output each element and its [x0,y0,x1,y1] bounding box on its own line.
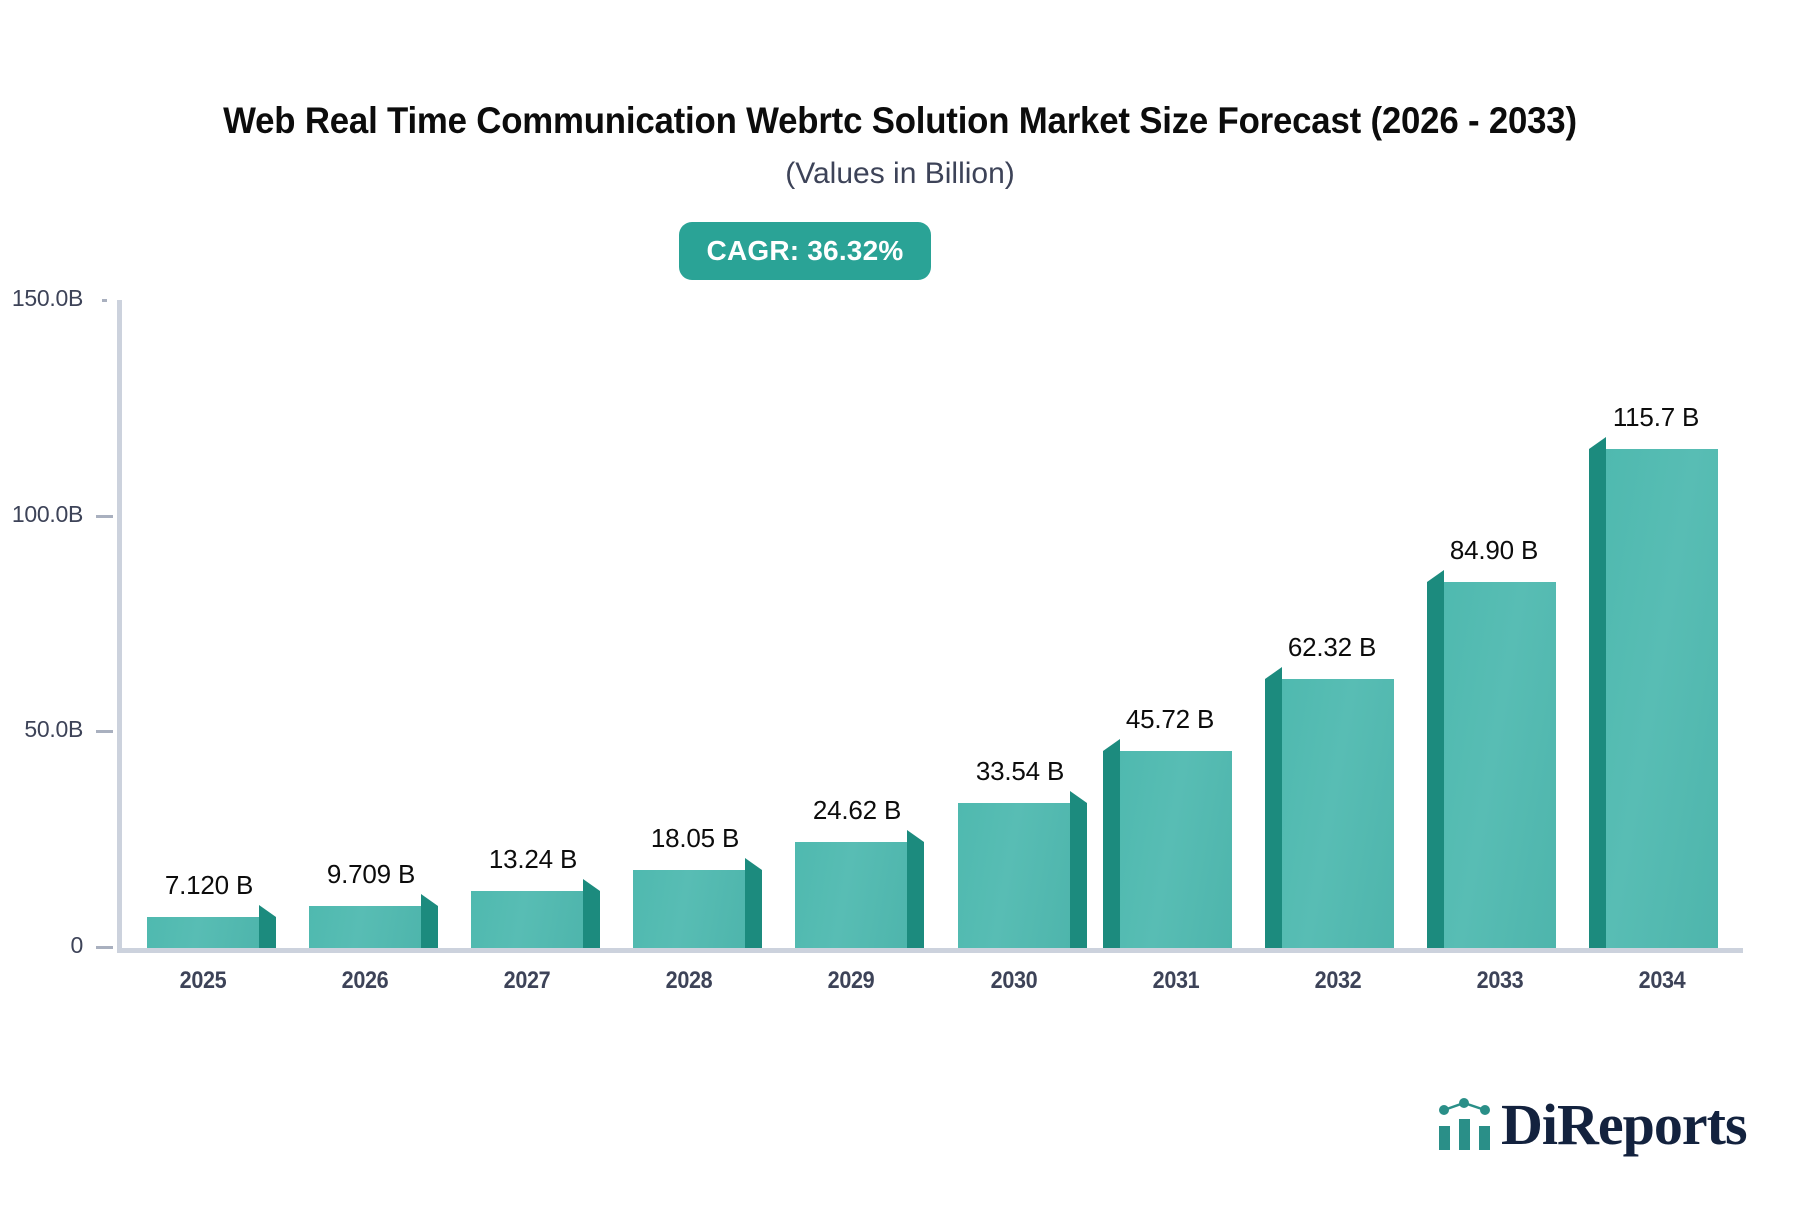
direports-logo: DiReports [1437,1092,1748,1157]
bar-value-label: 115.7 B [1612,402,1700,432]
bar-front-face [795,842,907,948]
y-axis-tick-label: 50.0B [24,716,83,743]
bar-front-face [1606,449,1718,948]
y-axis-tick-label: 150.0B [11,285,83,311]
bar-side-face [1589,437,1606,948]
x-axis-tick-label: 2026 [341,967,389,994]
x-axis-tick-label: 2028 [665,967,713,994]
bar [309,894,438,948]
x-axis-tick-label: 2027 [503,967,551,994]
x-axis-tick-label: 2032 [1314,967,1362,994]
bar-side-face [583,879,600,948]
bar-front-face [309,906,421,948]
bar-front-face [1282,679,1394,948]
bar-value-label: 9.709 B [326,859,416,889]
bar-front-face [1120,751,1232,948]
x-axis-tick-label: 2025 [179,967,227,994]
bar-value-label: 18.05 B [650,823,740,853]
y-axis-tick-mark [102,299,107,302]
bar-side-face [421,894,438,948]
y-axis-tick-mark [96,730,113,734]
bar-side-face [1265,667,1282,948]
x-axis-tick-label: 2031 [1152,967,1200,994]
y-axis-tick-label: 0 [70,932,84,958]
bar [1427,570,1556,948]
bar [147,905,276,948]
bar-value-label: 33.54 B [975,756,1065,786]
bar-chart-trend-icon [1439,1098,1490,1150]
bar-value-label: 84.90 B [1449,535,1539,565]
bar [958,791,1087,948]
page-title: Web Real Time Communication Webrtc Solut… [223,100,1577,141]
bar-side-face [745,858,762,948]
bar-side-face [1070,791,1087,948]
bar [1589,437,1718,948]
y-axis-tick-label: 100.0B [11,500,83,527]
bar-front-face [958,803,1070,948]
bar [1103,739,1232,948]
bar-side-face [907,830,924,948]
bar [471,879,600,948]
cagr-badge-label: CAGR: 36.32% [706,235,904,266]
bar [795,830,924,948]
bar [1265,667,1394,948]
bar-front-face [147,917,259,948]
bar-value-label: 13.24 B [488,844,578,874]
bar-front-face [633,870,745,948]
x-axis-tick-label: 2034 [1638,967,1686,994]
chart-subtitle: (Values in Billion) [785,157,1015,190]
bar-front-face [471,891,583,948]
bar-value-label: 7.120 B [164,870,254,900]
x-axis-tick-label: 2029 [827,967,875,994]
x-axis-line [117,948,1743,953]
bar-side-face [1427,570,1444,948]
bar-side-face [259,905,276,948]
x-axis-tick-label: 2033 [1476,967,1524,994]
y-axis-line [117,300,122,952]
bar-side-face [1103,739,1120,948]
y-axis-tick-mark [96,946,113,949]
bar-value-label: 45.72 B [1125,704,1215,734]
logo-text: DiReports [1501,1092,1748,1157]
bar-front-face [1444,582,1556,948]
title-block: Web Real Time Communication Webrtc Solut… [170,96,1630,191]
y-axis-tick-mark [96,514,113,518]
cagr-badge: CAGR: 36.32% [679,222,931,280]
bar [633,858,762,948]
bar-value-label: 62.32 B [1287,632,1377,662]
x-axis-tick-label: 2030 [990,967,1038,994]
bar-value-label: 24.62 B [812,795,902,825]
